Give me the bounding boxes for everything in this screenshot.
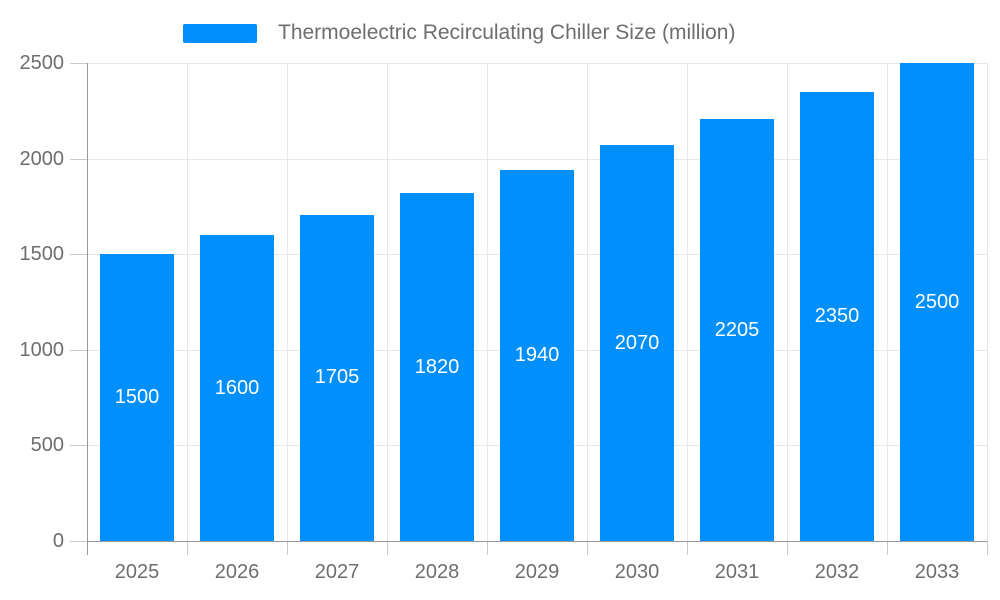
gridline-vertical <box>387 63 388 541</box>
bar-value-label: 2070 <box>614 331 660 354</box>
x-axis-line <box>87 541 987 542</box>
bar-2025[interactable]: 1500 <box>100 254 174 541</box>
bar-value-label: 2205 <box>714 318 760 341</box>
x-axis-label: 2025 <box>114 561 160 583</box>
y-axis-tick <box>70 158 87 160</box>
y-axis-line <box>87 63 88 555</box>
bar-value-label: 1940 <box>514 344 560 367</box>
legend-item[interactable]: Thermoelectric Recirculating Chiller Siz… <box>183 21 735 45</box>
y-axis-tick <box>70 254 87 256</box>
y-axis-tick <box>70 63 87 64</box>
gridline-vertical <box>787 63 788 541</box>
legend-marker <box>183 23 257 43</box>
gridline-horizontal <box>87 158 987 160</box>
x-axis-label: 2029 <box>514 561 560 583</box>
bar-value-label: 2350 <box>814 304 860 327</box>
y-axis-tick <box>70 541 87 542</box>
gridline-vertical <box>987 63 988 541</box>
x-axis-tick <box>687 541 688 555</box>
x-axis-tick <box>987 541 988 555</box>
x-axis-tick <box>487 541 488 555</box>
bar-2026[interactable]: 1600 <box>200 235 274 541</box>
x-axis-tick <box>387 541 388 555</box>
x-axis-label: 2033 <box>914 561 960 583</box>
y-axis-tick-label: 500 <box>30 434 64 457</box>
x-axis-tick <box>787 541 788 555</box>
gridline-vertical <box>487 63 488 541</box>
x-axis-tick <box>887 541 888 555</box>
x-axis-tick <box>587 541 588 555</box>
bar-value-label: 1600 <box>214 376 260 399</box>
x-axis-label: 2030 <box>614 561 660 583</box>
gridline-vertical <box>287 63 288 541</box>
legend-label: Thermoelectric Recirculating Chiller Siz… <box>278 21 736 44</box>
x-axis-label: 2032 <box>814 561 860 583</box>
x-axis-label: 2028 <box>414 561 460 583</box>
x-axis-label: 2026 <box>214 561 260 583</box>
bar-2027[interactable]: 1705 <box>300 215 374 541</box>
bar-2031[interactable]: 2205 <box>700 119 774 541</box>
y-axis-tick-label: 1500 <box>19 243 65 266</box>
gridline-vertical <box>887 63 888 541</box>
bar-2028[interactable]: 1820 <box>400 193 474 541</box>
gridline-vertical <box>587 63 588 541</box>
y-axis-tick-label: 1000 <box>19 338 65 361</box>
bar-value-label: 2500 <box>914 290 960 313</box>
y-axis-tick <box>70 349 87 351</box>
bar-value-label: 1820 <box>414 355 460 378</box>
bar-2033[interactable]: 2500 <box>900 63 974 541</box>
gridline-vertical <box>687 63 688 541</box>
x-axis-tick <box>287 541 288 555</box>
x-axis-tick <box>187 541 188 555</box>
x-axis-label: 2031 <box>714 561 760 583</box>
x-axis-label: 2027 <box>314 561 360 583</box>
bar-value-label: 1705 <box>314 366 360 389</box>
y-axis-tick <box>70 445 87 447</box>
y-axis-tick-label: 2000 <box>19 147 65 170</box>
bar-2032[interactable]: 2350 <box>800 91 874 541</box>
gridline-horizontal <box>87 63 987 64</box>
bar-value-label: 1500 <box>114 386 160 409</box>
gridline-vertical <box>187 63 188 541</box>
y-axis-tick-label: 0 <box>52 530 64 552</box>
bar-2030[interactable]: 2070 <box>600 145 674 541</box>
y-axis-tick-label: 2500 <box>19 52 65 74</box>
bar-2029[interactable]: 1940 <box>500 170 574 541</box>
